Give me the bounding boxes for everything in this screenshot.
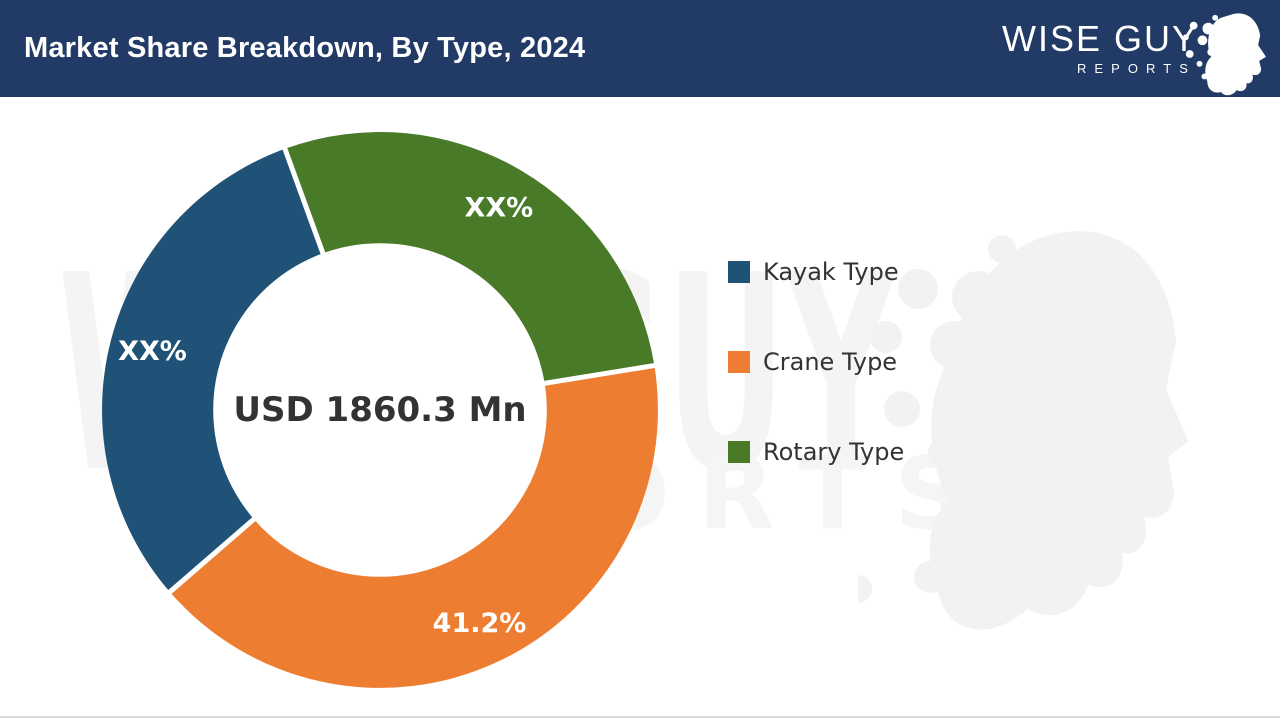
- segment-percent-label: XX%: [465, 192, 534, 223]
- legend-swatch: [728, 351, 750, 373]
- legend-item: Crane Type: [728, 347, 904, 377]
- page-title: Market Share Breakdown, By Type, 2024: [24, 32, 586, 64]
- watermark-face-icon: [858, 231, 1188, 630]
- legend-swatch: [728, 261, 750, 283]
- brand-logo: WISE GUY REPORTS: [1002, 6, 1266, 96]
- segment-percent-label: 41.2%: [433, 608, 527, 639]
- legend-label: Kayak Type: [763, 258, 899, 286]
- brand-logo-text: WISE GUY REPORTS: [1001, 18, 1198, 77]
- donut-center-value: USD 1860.3 Mn: [233, 390, 527, 430]
- legend: Kayak Type Crane Type Rotary Type: [728, 257, 904, 527]
- bottom-border-line: [0, 716, 1280, 718]
- brand-name: WISE GUY: [1001, 18, 1198, 59]
- donut-chart: XX% 41.2% XX%: [102, 132, 658, 688]
- donut-hole: [213, 243, 547, 577]
- chart-canvas: WISE GUY REPORTS XX%41.2%XX% USD 1860.3 …: [0, 97, 1280, 718]
- legend-swatch: [728, 441, 750, 463]
- segment-percent-label: XX%: [118, 336, 187, 367]
- header-band: Market Share Breakdown, By Type, 2024 WI…: [0, 0, 1280, 97]
- legend-item: Rotary Type: [728, 437, 904, 467]
- brand-face-icon: [1182, 13, 1266, 96]
- legend-label: Rotary Type: [763, 438, 905, 466]
- brand-subtitle: REPORTS: [1076, 61, 1196, 76]
- legend-item: Kayak Type: [728, 257, 904, 287]
- legend-label: Crane Type: [763, 348, 898, 376]
